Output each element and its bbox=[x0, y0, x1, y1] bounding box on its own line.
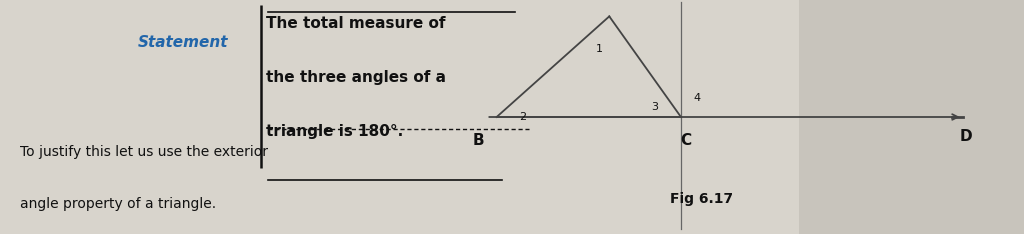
Text: C: C bbox=[681, 133, 691, 148]
Text: 3: 3 bbox=[651, 102, 658, 112]
Text: triangle is 180°.: triangle is 180°. bbox=[266, 124, 403, 139]
FancyBboxPatch shape bbox=[799, 0, 1024, 234]
Text: 1: 1 bbox=[596, 44, 602, 55]
Text: Fig 6.17: Fig 6.17 bbox=[670, 192, 733, 206]
Text: 4: 4 bbox=[693, 93, 700, 103]
Text: B: B bbox=[472, 133, 484, 148]
Text: The total measure of: The total measure of bbox=[266, 16, 445, 31]
FancyBboxPatch shape bbox=[0, 0, 799, 234]
Text: To justify this let us use the exterior: To justify this let us use the exterior bbox=[20, 145, 268, 159]
Text: the three angles of a: the three angles of a bbox=[266, 70, 446, 85]
Text: angle property of a triangle.: angle property of a triangle. bbox=[20, 197, 217, 211]
Text: Statement: Statement bbox=[138, 35, 228, 50]
Text: 2: 2 bbox=[519, 112, 526, 122]
Text: D: D bbox=[959, 129, 972, 144]
